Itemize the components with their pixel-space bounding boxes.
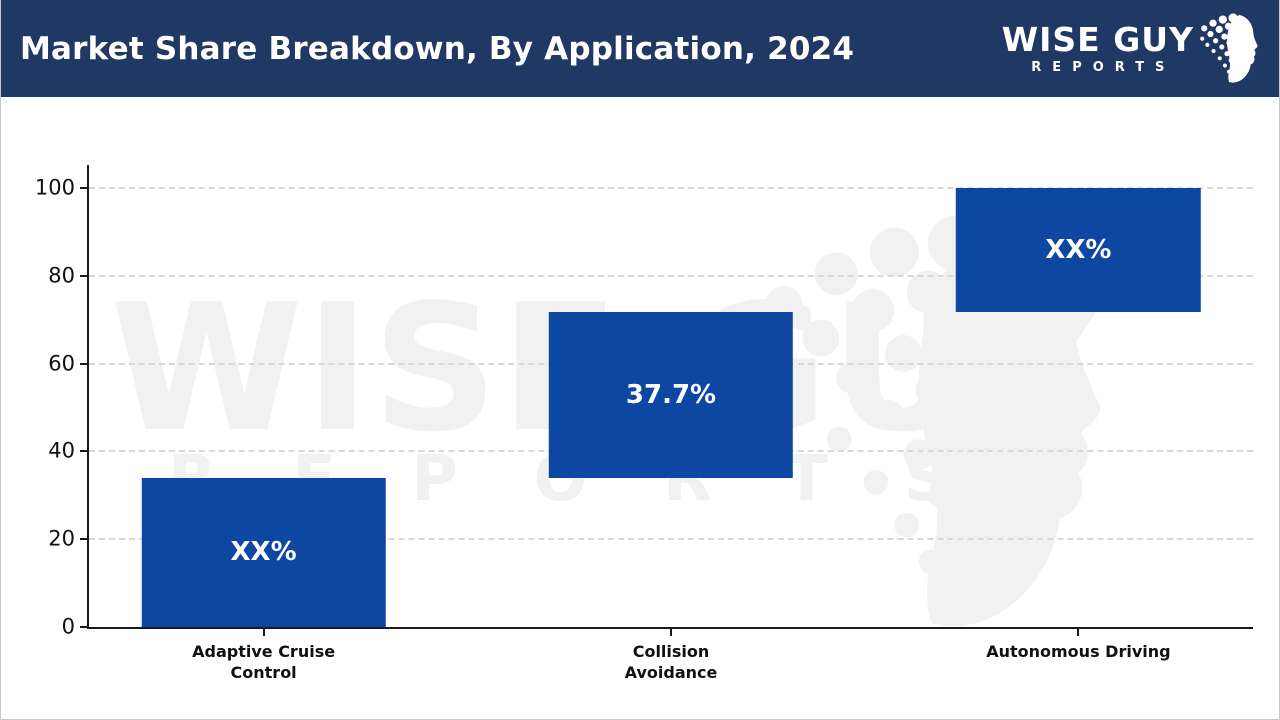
bar: 37.7% — [548, 312, 794, 478]
y-tick-label: 0 — [61, 614, 75, 639]
x-tick — [670, 629, 672, 636]
bar: XX% — [141, 477, 386, 627]
y-tick — [80, 274, 87, 277]
y-tick — [80, 538, 87, 541]
brand-head-icon — [1200, 12, 1258, 83]
y-tick-label: 20 — [48, 526, 75, 551]
bar-value-label: 37.7% — [625, 379, 717, 410]
x-category-label: Adaptive Cruise Control — [192, 642, 336, 682]
y-tick — [80, 450, 87, 453]
page-title: Market Share Breakdown, By Application, … — [20, 30, 855, 67]
y-tick — [80, 186, 87, 189]
bar-value-label: XX% — [230, 537, 297, 568]
x-category-label: Collision Avoidance — [624, 642, 718, 682]
gridline — [89, 538, 1253, 541]
y-tick — [80, 362, 87, 365]
brand-subtitle: REPORTS — [1031, 60, 1176, 75]
y-tick-label: 60 — [48, 351, 75, 376]
bar: XX% — [956, 187, 1201, 313]
gridline — [89, 186, 1253, 189]
brand-name: WISE GUY — [1001, 20, 1194, 59]
plot-area: 0 20 40 60 80 100 XX% Adaptive Cruise Control 37.… — [35, 165, 1253, 682]
y-tick-label: 100 — [34, 175, 75, 200]
gridline — [89, 274, 1253, 277]
x-tick — [262, 629, 265, 636]
x-tick — [1077, 629, 1080, 636]
header: Market Share Breakdown, By Application, … — [0, 0, 1280, 97]
y-tick-label: 40 — [48, 438, 75, 463]
brand-logo: WISE GUY REPORTS — [1002, 11, 1260, 87]
brand-wordmark: WISE GUY REPORTS — [1002, 23, 1194, 74]
x-category-label: Autonomous Driving — [986, 642, 1171, 661]
bar-value-label: XX% — [1045, 234, 1112, 265]
y-tick — [80, 626, 87, 628]
y-tick-label: 80 — [48, 263, 75, 288]
